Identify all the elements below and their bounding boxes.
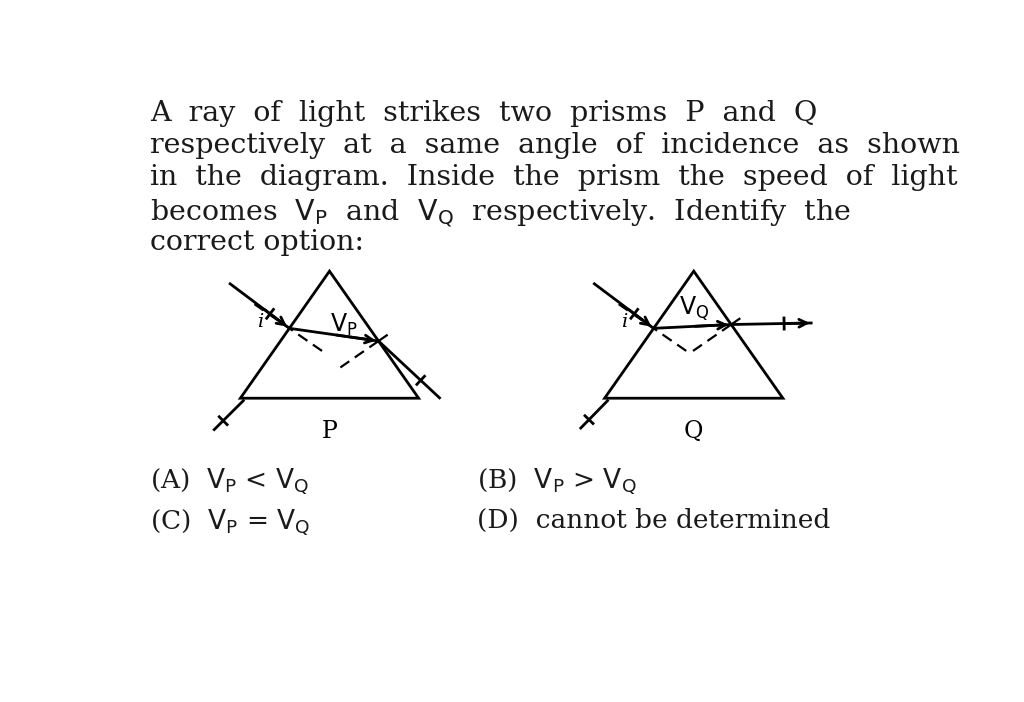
Text: i: i	[622, 313, 628, 331]
Text: $\mathrm{V_P}$: $\mathrm{V_P}$	[330, 312, 357, 338]
Text: P: P	[322, 420, 338, 443]
Text: $\mathrm{V_Q}$: $\mathrm{V_Q}$	[679, 296, 709, 324]
Text: becomes  $\mathrm{V_P}$  and  $\mathrm{V_Q}$  respectively.  Identify  the: becomes $\mathrm{V_P}$ and $\mathrm{V_Q}…	[150, 197, 851, 229]
Text: A  ray  of  light  strikes  two  prisms  P  and  Q: A ray of light strikes two prisms P and …	[150, 100, 817, 126]
Text: (B)  $\mathrm{V_P}$ > $\mathrm{V_Q}$: (B) $\mathrm{V_P}$ > $\mathrm{V_Q}$	[477, 467, 636, 497]
Text: (A)  $\mathrm{V_P}$ < $\mathrm{V_Q}$: (A) $\mathrm{V_P}$ < $\mathrm{V_Q}$	[150, 467, 309, 497]
Text: Q: Q	[684, 420, 703, 443]
Text: in  the  diagram.  Inside  the  prism  the  speed  of  light: in the diagram. Inside the prism the spe…	[150, 164, 957, 192]
Text: correct option:: correct option:	[150, 229, 364, 256]
Text: i: i	[257, 313, 263, 331]
Text: (D)  cannot be determined: (D) cannot be determined	[477, 508, 830, 533]
Text: (C)  $\mathrm{V_P}$ = $\mathrm{V_Q}$: (C) $\mathrm{V_P}$ = $\mathrm{V_Q}$	[150, 508, 310, 538]
Text: respectively  at  a  same  angle  of  incidence  as  shown: respectively at a same angle of incidenc…	[150, 132, 959, 159]
